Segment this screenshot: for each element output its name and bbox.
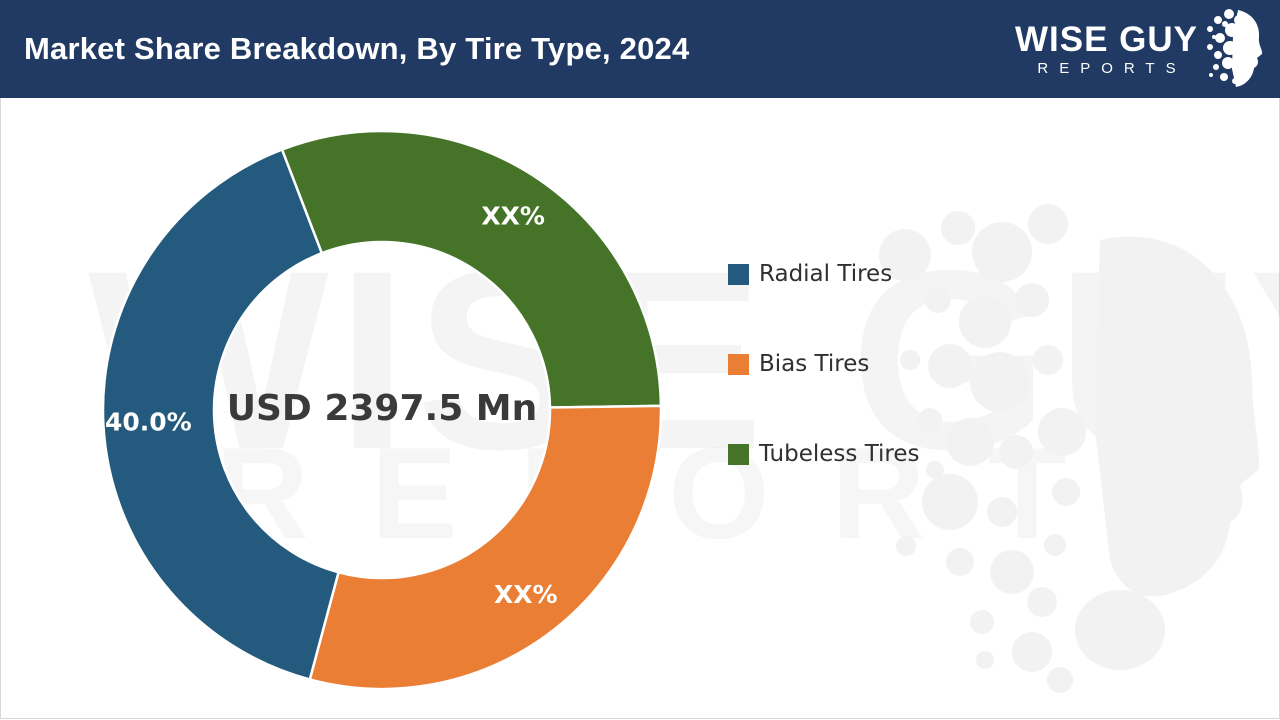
legend-swatch-icon <box>728 263 749 285</box>
segment-value-label-tubeless-tires: XX% <box>481 202 545 231</box>
dotted-head-profile-icon <box>1207 9 1263 87</box>
segment-value-label-radial-tires: 40.0% <box>105 408 192 437</box>
logo-subtitle: REPORTS <box>1037 59 1187 77</box>
logo-wordmark: WISE GUY <box>1014 20 1198 59</box>
donut-segment-bias-tires <box>308 404 663 691</box>
page-title: Market Share Breakdown, By Tire Type, 20… <box>24 31 690 66</box>
legend-label: Bias Tires <box>759 351 870 377</box>
donut-segment-tubeless-tires <box>280 129 663 409</box>
legend-item-bias-tires: Bias Tires <box>728 351 920 377</box>
legend-label: Tubeless Tires <box>759 441 920 467</box>
legend-item-radial-tires: Radial Tires <box>728 261 920 287</box>
chart-legend: Radial Tires Bias Tires Tubeless Tires <box>728 261 920 533</box>
legend-swatch-icon <box>728 443 749 465</box>
segment-value-label-bias-tires: XX% <box>494 580 558 609</box>
logo-text: WISE GUY REPORTS <box>1014 20 1198 77</box>
legend-swatch-icon <box>728 353 749 375</box>
donut-segment-radial-tires <box>101 148 340 681</box>
legend-item-tubeless-tires: Tubeless Tires <box>728 441 920 467</box>
header: Market Share Breakdown, By Tire Type, 20… <box>0 0 1280 98</box>
wise-guy-logo: WISE GUY REPORTS <box>1015 7 1266 91</box>
chart-center-total: USD 2397.5 Mn <box>226 388 538 429</box>
legend-label: Radial Tires <box>759 261 893 287</box>
